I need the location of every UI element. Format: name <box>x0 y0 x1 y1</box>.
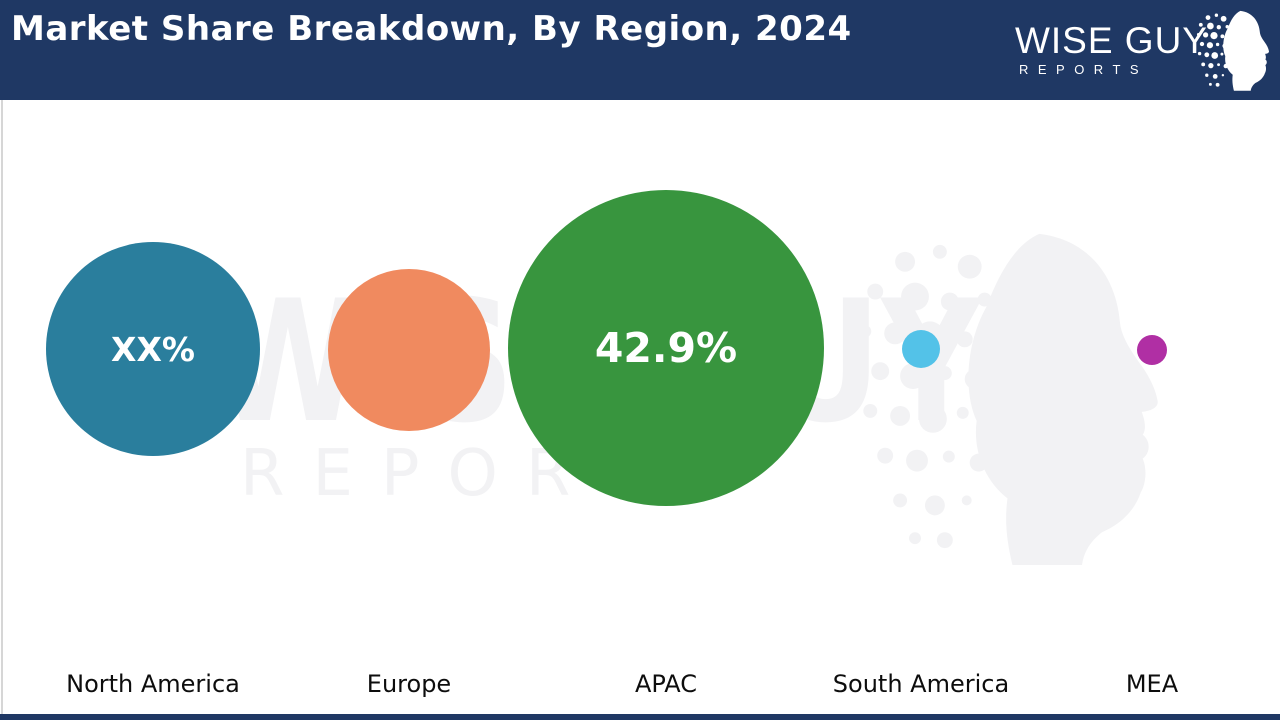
category-label-apac: APAC <box>634 670 698 698</box>
watermark-reports: REPORTS <box>240 437 730 511</box>
category-label-north-america: North America <box>66 670 240 698</box>
head-watermark-icon <box>859 233 1158 566</box>
category-label-south-america: South America <box>832 670 1010 698</box>
logo-text: WISE GUY REPORTS <box>1015 22 1208 77</box>
category-label-row: North America Europe APAC South America MEA <box>0 670 1280 704</box>
footer-bar <box>0 714 1280 720</box>
wiseguy-logo-face-icon <box>1196 10 1269 91</box>
logo-wordmark: WISE GUY <box>1014 20 1208 61</box>
category-label-europe: Europe <box>366 670 452 698</box>
wiseguy-logo: WISE GUY REPORTS <box>1015 10 1276 92</box>
page-title: Market Share Breakdown, By Region, 2024 <box>11 9 852 49</box>
header: Market Share Breakdown, By Region, 2024 … <box>0 0 1280 100</box>
plot-left-border <box>1 100 3 714</box>
logo-reports-label: REPORTS <box>1018 62 1149 77</box>
category-label-mea: MEA <box>1125 670 1179 698</box>
